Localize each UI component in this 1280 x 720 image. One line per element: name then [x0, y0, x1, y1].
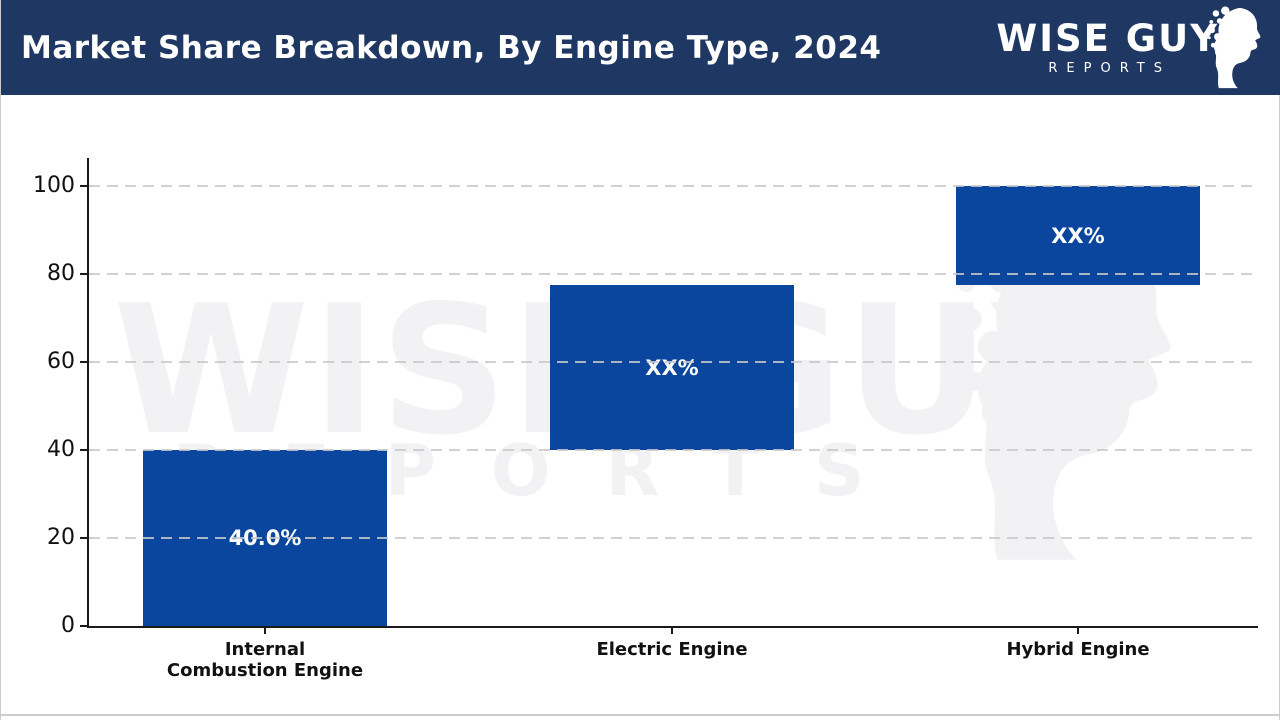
bottom-border [1, 714, 1280, 716]
x-tickmark [671, 627, 673, 634]
brand-logo: WISE GUY REPORTS [996, 5, 1267, 90]
x-category-label: Electric Engine [512, 639, 832, 660]
bar-value-label: 40.0% [228, 526, 302, 550]
page-title: Market Share Breakdown, By Engine Type, … [21, 29, 882, 66]
y-tickmark-20 [80, 537, 88, 539]
y-tick-label-0: 0 [61, 613, 75, 638]
x-category-label-line: Electric Engine [596, 639, 748, 660]
brand-head-icon [1208, 5, 1261, 88]
x-tickmark [1077, 627, 1079, 634]
x-category-label: Internal Combustion Engine [105, 639, 425, 681]
x-axis-line [87, 626, 1258, 628]
watermark-head-icon [952, 220, 1171, 560]
x-category-label-line: Internal [224, 639, 306, 660]
y-tick-label-20: 20 [47, 525, 75, 550]
y-axis-line [87, 158, 89, 626]
gridline-100 [89, 185, 1258, 187]
x-category-label-line: Hybrid Engine [1006, 639, 1150, 660]
y-tickmark-0 [80, 625, 88, 627]
y-tickmark-100 [80, 185, 88, 187]
y-tickmark-80 [80, 273, 88, 275]
y-tick-label-100: 100 [33, 173, 75, 198]
watermark-sub-text: REPORTS [173, 430, 920, 512]
brand-subtitle: REPORTS [1048, 60, 1171, 76]
y-tick-label-80: 80 [47, 261, 75, 286]
x-category-label-line: Combustion Engine [166, 660, 364, 681]
y-tickmark-60 [80, 361, 88, 363]
x-tickmark [264, 627, 266, 634]
x-category-label: Hybrid Engine [918, 639, 1238, 660]
brand-logo-text: WISE GUY REPORTS [996, 20, 1219, 76]
header-bar: Market Share Breakdown, By Engine Type, … [1, 0, 1280, 95]
y-tickmark-40 [80, 449, 88, 451]
y-tick-label-60: 60 [47, 349, 75, 374]
y-tick-label-40: 40 [47, 437, 75, 462]
brand-name: WISE GUY [996, 16, 1219, 60]
